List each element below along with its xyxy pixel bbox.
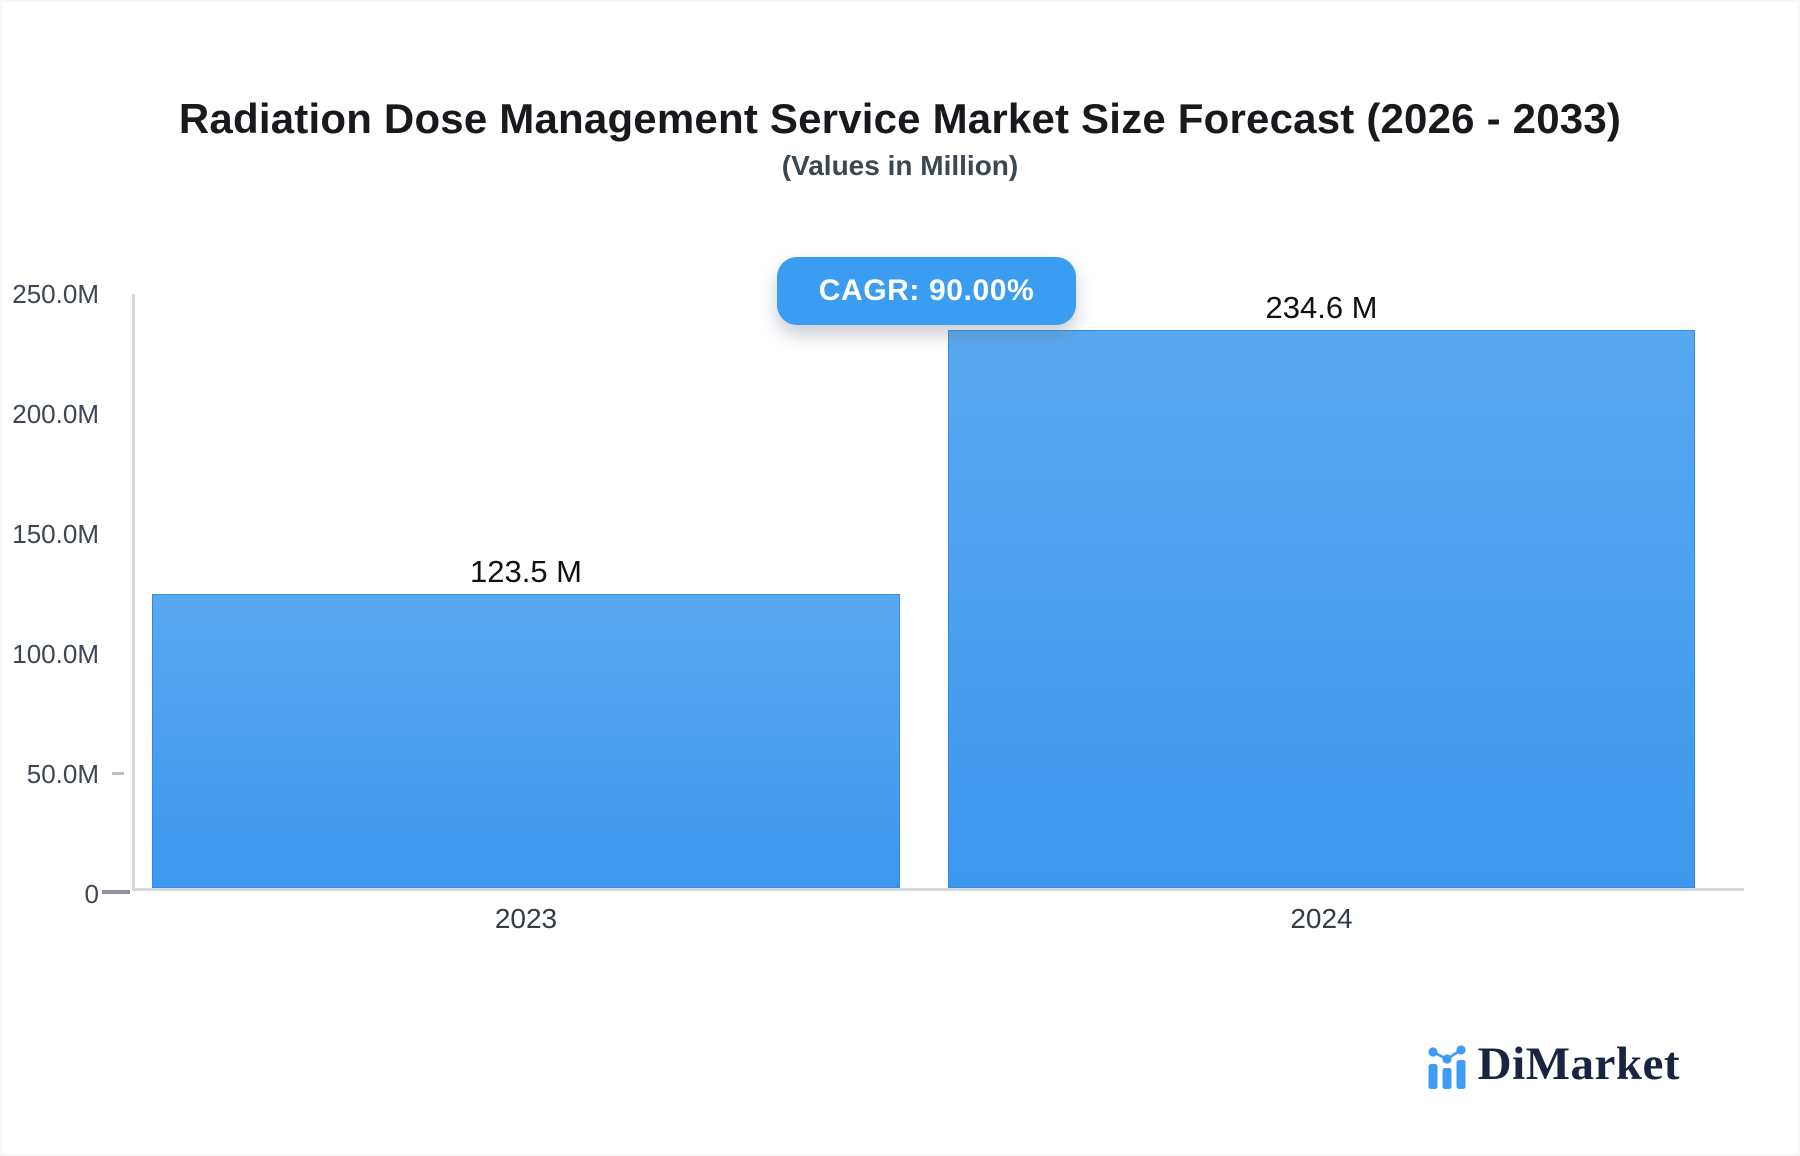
- x-tick-label: 2024: [1290, 903, 1353, 934]
- bar-value-label: 123.5 M: [469, 554, 582, 590]
- logo-text: DiMarket: [1477, 1038, 1680, 1090]
- y-tick-label: 250.0M: [12, 279, 99, 309]
- y-axis-line: [132, 294, 135, 890]
- y-tick-label: 50.0M: [26, 759, 99, 789]
- y-axis-tick-0: [102, 890, 130, 894]
- y-tick-label: 150.0M: [12, 519, 99, 549]
- chart-subtitle: (Values in Million): [781, 150, 1019, 181]
- cagr-badge: CAGR: 90.00%: [777, 257, 1076, 325]
- y-tick-label: 200.0M: [12, 399, 99, 429]
- dimarket-logo: DiMarket: [1428, 1038, 1680, 1090]
- y-axis-tick-50m: [112, 772, 124, 775]
- bar-2024: [948, 329, 1695, 888]
- bar-chart-trend-icon: [1428, 1045, 1466, 1089]
- x-tick-label: 2023: [494, 903, 558, 934]
- chart-title: Radiation Dose Management Service Market…: [178, 95, 1622, 142]
- bar-value-label: 234.6 M: [1265, 289, 1378, 325]
- bar-2023: [152, 594, 900, 888]
- y-tick-label: 100.0M: [12, 639, 99, 669]
- x-axis-line: [132, 888, 1744, 891]
- y-tick-label: 0: [84, 879, 99, 909]
- cagr-badge-label: CAGR: 90.00%: [818, 274, 1035, 307]
